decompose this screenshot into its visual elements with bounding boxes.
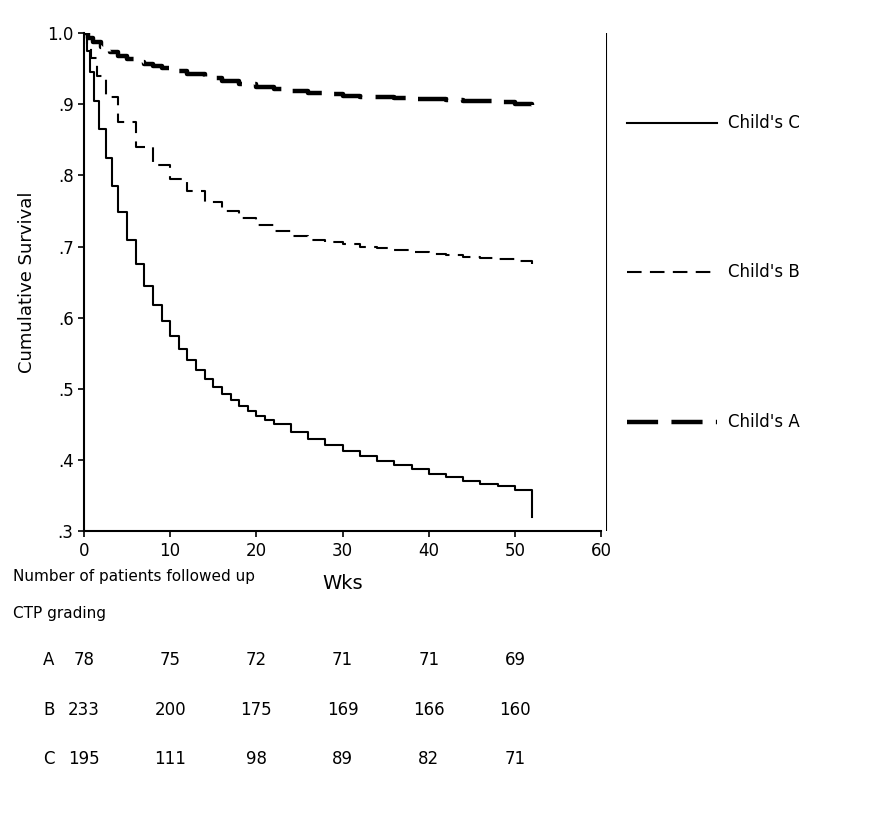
Text: 71: 71: [332, 651, 353, 669]
X-axis label: Wks: Wks: [323, 574, 362, 593]
Text: CTP grading: CTP grading: [13, 606, 106, 621]
Text: A: A: [43, 651, 54, 669]
Text: 195: 195: [68, 750, 100, 769]
Text: 71: 71: [418, 651, 439, 669]
Text: 82: 82: [418, 750, 439, 769]
Text: 98: 98: [246, 750, 267, 769]
Text: 75: 75: [160, 651, 180, 669]
Text: 166: 166: [413, 701, 445, 719]
Text: 72: 72: [246, 651, 267, 669]
Text: B: B: [43, 701, 54, 719]
Text: 111: 111: [154, 750, 187, 769]
Text: 175: 175: [240, 701, 272, 719]
Text: Child's C: Child's C: [728, 114, 799, 132]
Text: 200: 200: [155, 701, 186, 719]
Text: 78: 78: [73, 651, 95, 669]
Text: 160: 160: [499, 701, 530, 719]
Text: 69: 69: [505, 651, 525, 669]
Text: 233: 233: [68, 701, 100, 719]
Text: 89: 89: [332, 750, 353, 769]
Y-axis label: Cumulative Survival: Cumulative Survival: [18, 192, 36, 373]
Text: C: C: [42, 750, 55, 769]
Text: 71: 71: [505, 750, 525, 769]
Text: Number of patients followed up: Number of patients followed up: [13, 569, 255, 583]
Text: Child's B: Child's B: [728, 263, 799, 281]
Text: 169: 169: [327, 701, 358, 719]
Text: Child's A: Child's A: [728, 413, 799, 431]
